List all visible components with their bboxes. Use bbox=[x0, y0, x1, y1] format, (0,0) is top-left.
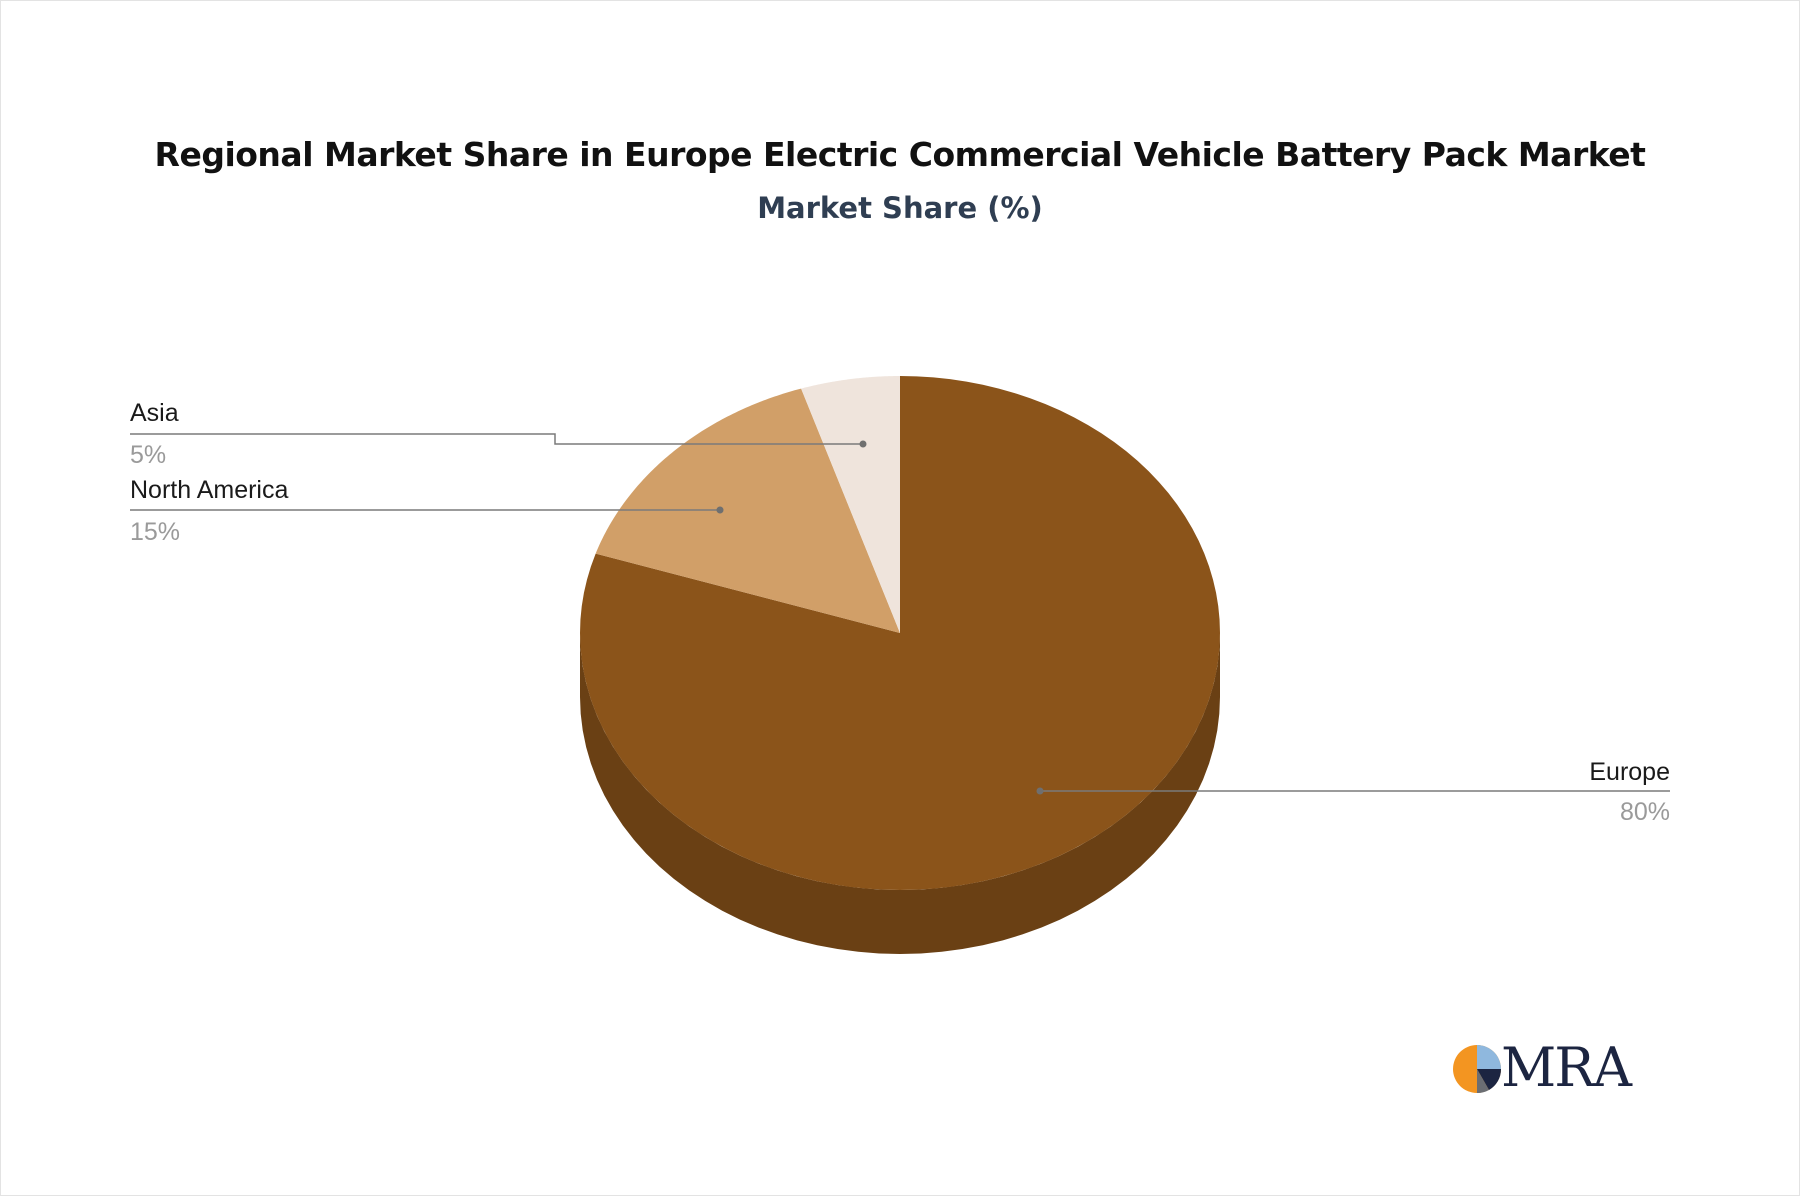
pie-side-europe bbox=[580, 633, 1220, 954]
slice-label-asia: Asia bbox=[130, 399, 179, 427]
mra-logo: MRA bbox=[1450, 1036, 1650, 1100]
slice-label-north-america: North America bbox=[130, 476, 288, 504]
leader-dot-north-america bbox=[716, 506, 724, 514]
slice-label-europe: Europe bbox=[1589, 758, 1670, 786]
slice-value-europe: 80% bbox=[1620, 798, 1670, 826]
logo-pie-icon bbox=[1453, 1045, 1502, 1094]
leader-dot-europe bbox=[1036, 787, 1044, 795]
pie-3d-sides bbox=[580, 633, 1220, 954]
pie-slice-asia[interactable] bbox=[801, 376, 900, 633]
slice-value-north-america: 15% bbox=[130, 518, 180, 546]
pie-slice-north-america[interactable] bbox=[595, 388, 900, 633]
leader-line-asia bbox=[130, 433, 863, 445]
slice-value-asia: 5% bbox=[130, 441, 166, 469]
chart-subtitle: Market Share (%) bbox=[757, 191, 1043, 225]
chart-title: Regional Market Share in Europe Electric… bbox=[154, 135, 1646, 174]
logo-text: MRA bbox=[1501, 1036, 1632, 1099]
pie-slices bbox=[580, 376, 1220, 890]
pie-labels: Europe 80% North America 15% Asia 5% bbox=[130, 399, 1670, 826]
leader-dot-asia bbox=[859, 440, 867, 448]
